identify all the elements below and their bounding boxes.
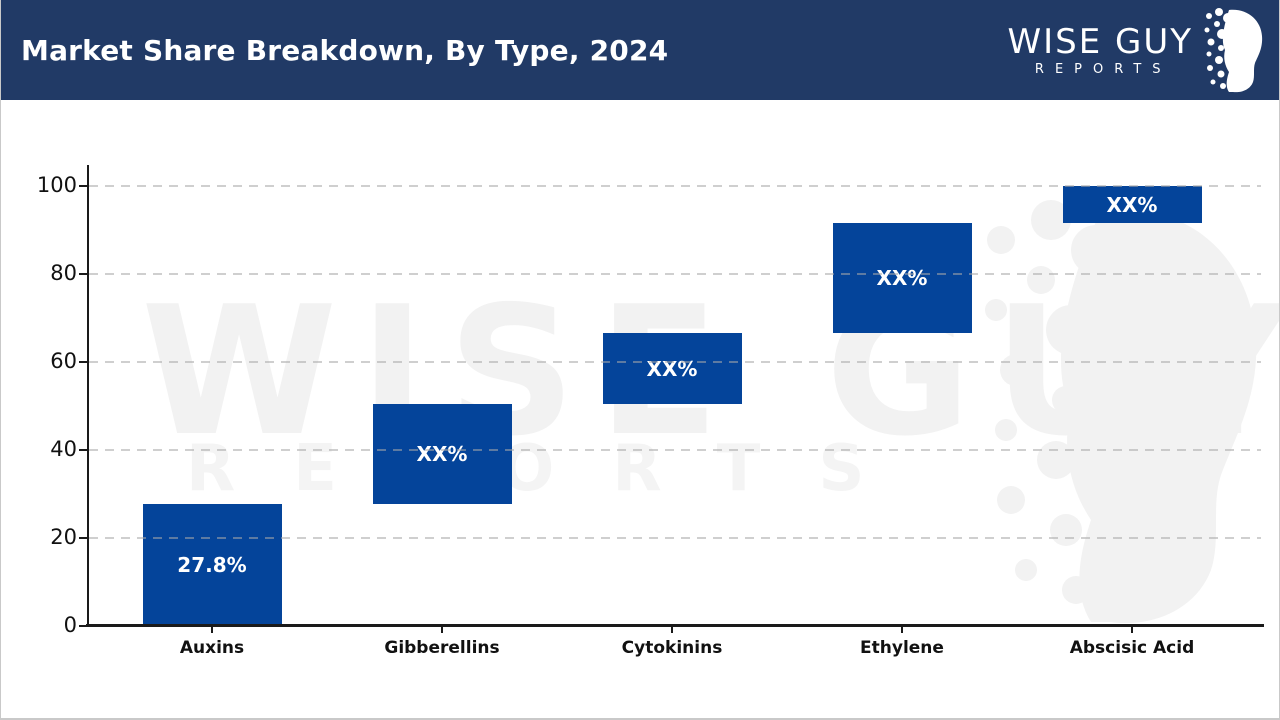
bar-cytokinins: XX% [602,333,742,404]
header-bar: Market Share Breakdown, By Type, 2024 WI… [1,0,1279,100]
x-tick-mark [211,627,213,633]
x-category-label: Abscisic Acid [1069,638,1195,658]
logo-text: WISE GUY REPORTS [1007,25,1193,76]
bar-auxins: 27.8% [142,503,282,626]
y-tick-label: 100 [36,173,77,197]
x-category-label: Cytokinins [621,638,723,658]
x-tick-mark [901,627,903,633]
y-tick-label: 0 [63,613,77,637]
gridline [89,537,1261,539]
logo-face-icon [1204,8,1263,93]
y-tick-mark [79,449,87,451]
bar-value-label: XX% [1106,192,1158,217]
bar-abscisic-acid: XX% [1062,186,1202,224]
gridline [89,273,1261,275]
bar-value-label: 27.8% [177,552,247,577]
y-tick-mark [79,537,87,539]
bar-gibberellins: XX% [372,403,512,504]
x-axis-line [86,624,1264,627]
y-tick-mark [79,625,87,627]
gridline [89,449,1261,451]
y-tick-label: 40 [50,437,77,461]
y-tick-mark [79,361,87,363]
bar-value-label: XX% [416,441,468,466]
y-tick-label: 80 [50,261,77,285]
logo-brand-name: WISE GUY [1007,21,1193,62]
y-tick-label: 60 [50,349,77,373]
x-category-label: Ethylene [860,638,944,658]
x-tick-mark [671,627,673,633]
x-tick-mark [441,627,443,633]
logo-brand-sub: REPORTS [1034,61,1172,77]
chart-title: Market Share Breakdown, By Type, 2024 [21,33,669,67]
gridline [89,185,1261,187]
bar-value-label: XX% [876,266,928,291]
gridline [89,361,1261,363]
x-tick-mark [1131,627,1133,633]
bar-value-label: XX% [646,356,698,381]
x-category-label: Gibberellins [384,638,500,658]
bar-ethylene: XX% [832,223,972,334]
y-axis-line [87,165,89,627]
y-tick-mark [79,273,87,275]
y-tick-label: 20 [50,525,77,549]
wise-guy-logo: WISE GUY REPORTS [1007,6,1267,94]
y-tick-mark [79,185,87,187]
x-category-label: Auxins [179,638,245,658]
